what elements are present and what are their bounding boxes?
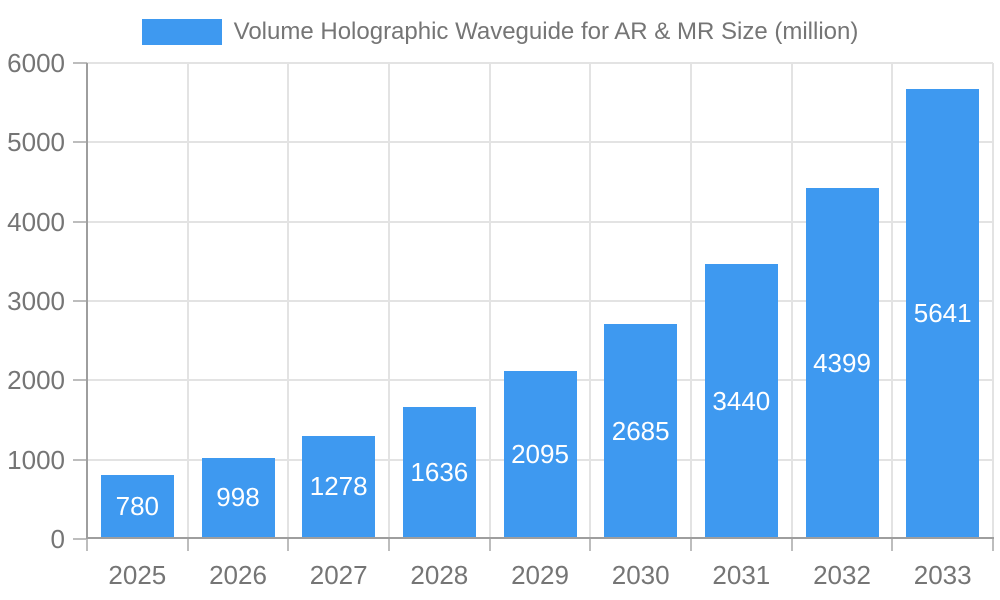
legend[interactable]: Volume Holographic Waveguide for AR & MR… [0,17,1000,47]
y-tick [73,141,87,144]
y-axis-label-4000: 4000 [7,206,65,237]
x-axis-label-2031: 2031 [712,560,771,590]
x-tick [86,539,88,551]
legend-swatch-icon [141,19,222,45]
plot-area: 0 1000 2000 3000 4000 5000 6000 780 2025 998 2026 1… [7,50,994,589]
y-axis-label-5000: 5000 [7,127,65,158]
v-gridline [790,63,793,539]
bar-2028[interactable]: 1636 [402,407,476,537]
x-axis-label-2033: 2033 [913,560,972,590]
bar-value-label: 1278 [309,471,368,502]
x-axis-label-2028: 2028 [410,560,469,590]
v-gridline [488,63,491,539]
y-axis-label-3000: 3000 [7,286,65,316]
x-tick [790,539,793,551]
y-tick [73,220,87,223]
v-gridline [992,63,994,539]
bar-2029[interactable]: 2095 [503,370,577,537]
y-tick [73,538,87,540]
y-tick [73,300,87,302]
bar-2026[interactable]: 998 [201,457,275,537]
bar-2030[interactable]: 2685 [604,324,678,537]
v-gridline [589,63,592,539]
x-tick [287,539,290,551]
bar-value-label: 5641 [913,298,972,329]
x-axis-label-2025: 2025 [108,560,167,590]
bar-2027[interactable]: 1278 [302,435,376,537]
h-gridline [87,141,993,144]
y-axis-label-2000: 2000 [7,365,65,396]
bar-2031[interactable]: 3440 [704,264,778,537]
v-gridline [891,63,894,539]
v-gridline [186,63,189,539]
bar-2025[interactable]: 780 [100,475,174,537]
legend-label: Volume Holographic Waveguide for AR & MR… [233,18,859,45]
x-axis-label-2026: 2026 [209,560,267,590]
y-axis-label-0: 0 [50,524,65,554]
bar-2033[interactable]: 5641 [906,89,980,537]
y-tick [73,458,87,461]
x-tick [690,539,692,551]
bar-value-label: 780 [115,491,160,522]
bar-value-label: 1636 [410,457,469,488]
x-tick [388,539,390,551]
x-tick [589,539,592,551]
x-tick [891,539,894,551]
x-axis-line [86,537,994,539]
x-tick [992,539,994,551]
bar-value-label: 2685 [611,415,670,446]
x-axis-label-2032: 2032 [813,560,871,590]
h-gridline [87,300,993,302]
x-axis-label-2027: 2027 [309,560,368,590]
bar-2032[interactable]: 4399 [805,188,879,537]
y-axis-line [86,63,88,539]
x-axis-label-2030: 2030 [611,560,670,590]
y-tick [73,62,87,64]
bar-value-label: 2095 [511,438,569,469]
v-gridline [388,63,390,539]
x-tick [186,539,189,551]
x-tick [488,539,491,551]
h-gridline [87,62,993,64]
y-axis-label-6000: 6000 [7,48,65,78]
bar-value-label: 998 [216,482,260,513]
bar-value-label: 4399 [813,347,871,378]
y-tick [73,379,87,382]
v-gridline [690,63,692,539]
bar-value-label: 3440 [712,385,771,416]
v-gridline [287,63,290,539]
h-gridline [87,220,993,223]
x-axis-label-2029: 2029 [511,560,569,590]
y-axis-label-1000: 1000 [7,444,65,475]
